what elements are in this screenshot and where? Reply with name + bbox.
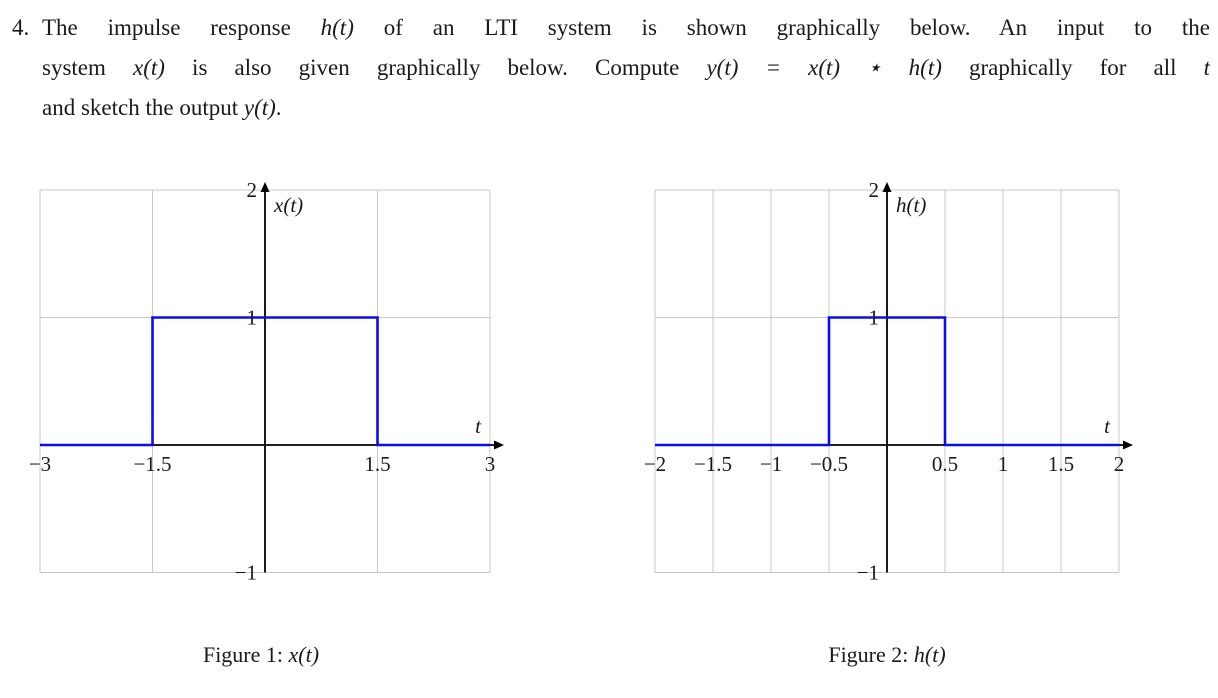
x-axis-arrow-icon [494,440,504,450]
figure-2: −2 −1.5 −1 −0.5 0.5 1 1.5 2 2 1 −1 h(t) t Figure 2: … [643,178,1203,668]
plain-text: system [42,55,134,80]
x-tick-label: 3 [485,452,496,476]
figure-2-plot: −2 −1.5 −1 −0.5 0.5 1 1.5 2 2 1 −1 h(t) t [643,178,1203,584]
x-tick-label: −1.5 [694,452,732,476]
figure-1: −3 −1.5 1.5 3 2 1 −1 x(t) t Figure 1: x(t) [28,178,553,668]
y-tick-label: −1 [857,561,879,585]
figure-1-caption-prefix: Figure 1: [202,642,289,667]
plain-text: is also given graphically below. Compute [164,55,707,80]
signal-name-label: x(t) [273,193,303,217]
x-tick-label: 1.5 [1048,452,1074,476]
y-tick-label: −1 [235,561,257,585]
y-tick-label: 2 [869,178,880,202]
plain-text: . [275,95,282,120]
math-text: y(t) [243,95,276,120]
signal-name-label: h(t) [896,193,926,217]
figure-2-plot-svg: −2 −1.5 −1 −0.5 0.5 1 1.5 2 2 1 −1 h(t) t [644,178,1133,585]
x-axis-arrow-icon [1123,440,1133,450]
problem-row: 4. The impulse response h(t) of an LTI s… [12,8,1210,128]
figure-1-caption-math: x(t) [288,642,320,667]
signal-path [655,316,1119,447]
figure-1-plot-svg: −3 −1.5 1.5 3 2 1 −1 x(t) t [29,178,504,585]
x-tick-label: 1 [998,452,1009,476]
figure-1-caption: Figure 1: x(t) [28,642,494,668]
problem-line: and sketch the output y(t). [42,88,1210,128]
y-tick-label: 2 [247,178,258,202]
y-axis-arrow-icon [882,182,892,192]
x-tick-label: −0.5 [810,452,848,476]
problem-statement: 4. The impulse response h(t) of an LTI s… [12,8,1210,128]
plain-text: and sketch the output [42,95,244,120]
x-tick-label: −3 [29,452,51,476]
x-tick-label: −1 [760,452,782,476]
math-text: y(t) = x(t) ⋆ h(t) [706,55,942,80]
x-tick-label: 0.5 [932,452,958,476]
math-text: x(t) [133,55,165,80]
t-axis-label: t [1104,414,1111,438]
problem-number: 4. [12,15,30,40]
math-text: h(t) [320,15,354,40]
problem-line: The impulse response h(t) of an LTI syst… [42,8,1210,48]
plain-text: The impulse response [42,15,321,40]
y-tick-label: 1 [247,306,258,330]
t-axis-label: t [475,414,482,438]
figure-2-caption: Figure 2: h(t) [643,642,1131,668]
figure-2-caption-math: h(t) [913,642,946,667]
x-tick-label: 1.5 [364,452,390,476]
plain-text: graphically for all [941,55,1204,80]
signal-path [40,316,490,447]
figure-2-caption-prefix: Figure 2: [828,642,914,667]
y-axis-arrow-icon [260,182,270,192]
x-tick-label: 2 [1114,452,1125,476]
y-tick-label: 1 [869,306,880,330]
x-tick-label: −2 [644,452,666,476]
x-tick-label: −1.5 [133,452,171,476]
math-text: t [1203,55,1210,80]
problem-lines: The impulse response h(t) of an LTI syst… [42,8,1210,128]
plain-text: of an LTI system is shown graphically be… [353,15,1210,40]
figure-1-plot: −3 −1.5 1.5 3 2 1 −1 x(t) t [28,178,553,584]
problem-line: system x(t) is also given graphically be… [42,48,1210,88]
